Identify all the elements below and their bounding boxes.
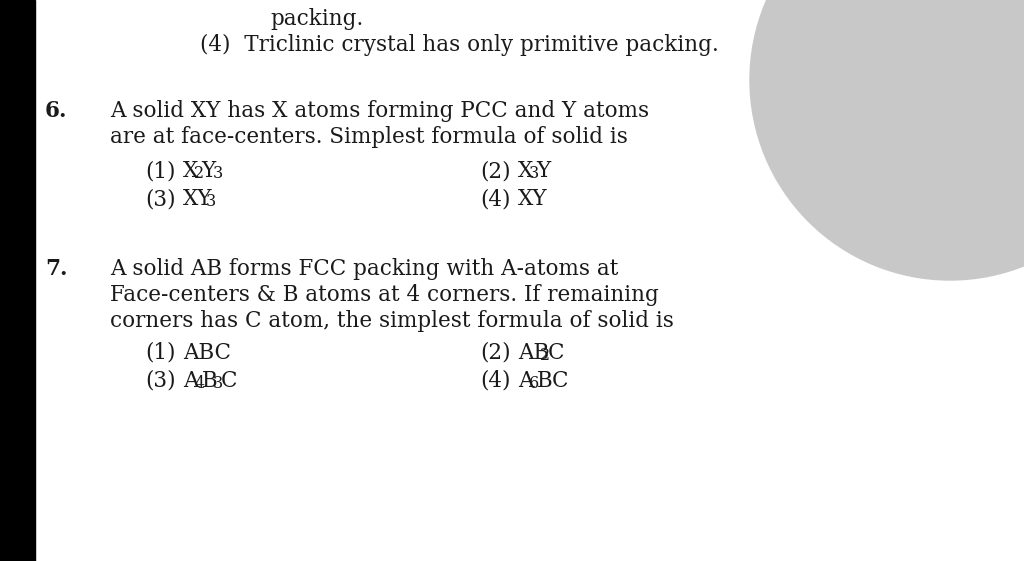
Text: 3: 3 bbox=[213, 375, 223, 392]
Text: (4): (4) bbox=[480, 370, 511, 392]
Text: A solid XY has X atoms forming PCC and Y atoms: A solid XY has X atoms forming PCC and Y… bbox=[110, 100, 649, 122]
Text: X: X bbox=[183, 160, 199, 182]
Circle shape bbox=[750, 0, 1024, 280]
Text: (2): (2) bbox=[480, 342, 511, 364]
Text: XY: XY bbox=[183, 188, 213, 210]
Text: XY: XY bbox=[518, 188, 548, 210]
Text: (2): (2) bbox=[480, 160, 511, 182]
Text: C: C bbox=[220, 370, 237, 392]
Text: (1): (1) bbox=[145, 342, 175, 364]
Text: 6.: 6. bbox=[45, 100, 68, 122]
Text: A solid AB forms FCC packing with A-atoms at: A solid AB forms FCC packing with A-atom… bbox=[110, 258, 618, 280]
Text: Y: Y bbox=[537, 160, 551, 182]
Text: B: B bbox=[202, 370, 217, 392]
Text: Face-centers & B atoms at 4 corners. If remaining: Face-centers & B atoms at 4 corners. If … bbox=[110, 284, 658, 306]
Bar bbox=[0, 0, 35, 561]
Text: A: A bbox=[518, 370, 534, 392]
Text: 3: 3 bbox=[213, 165, 223, 182]
Text: BC: BC bbox=[537, 370, 569, 392]
Text: 7.: 7. bbox=[45, 258, 68, 280]
Text: (1): (1) bbox=[145, 160, 175, 182]
Text: 3: 3 bbox=[206, 193, 216, 210]
Text: corners has C atom, the simplest formula of solid is: corners has C atom, the simplest formula… bbox=[110, 310, 674, 332]
Text: (4)  Triclinic crystal has only primitive packing.: (4) Triclinic crystal has only primitive… bbox=[200, 34, 719, 56]
Text: (3): (3) bbox=[145, 370, 176, 392]
Text: C: C bbox=[548, 342, 564, 364]
Text: packing.: packing. bbox=[270, 8, 364, 30]
Text: 4: 4 bbox=[195, 375, 204, 392]
Text: 2: 2 bbox=[541, 347, 551, 364]
Text: X: X bbox=[518, 160, 534, 182]
Text: (4): (4) bbox=[480, 188, 511, 210]
Text: A: A bbox=[183, 370, 199, 392]
Text: (3): (3) bbox=[145, 188, 176, 210]
Text: ABC: ABC bbox=[183, 342, 231, 364]
Text: 2: 2 bbox=[195, 165, 204, 182]
Text: AB: AB bbox=[518, 342, 549, 364]
Text: 6: 6 bbox=[529, 375, 540, 392]
Text: Y: Y bbox=[202, 160, 216, 182]
Text: 3: 3 bbox=[529, 165, 540, 182]
Text: are at face-centers. Simplest formula of solid is: are at face-centers. Simplest formula of… bbox=[110, 126, 628, 148]
